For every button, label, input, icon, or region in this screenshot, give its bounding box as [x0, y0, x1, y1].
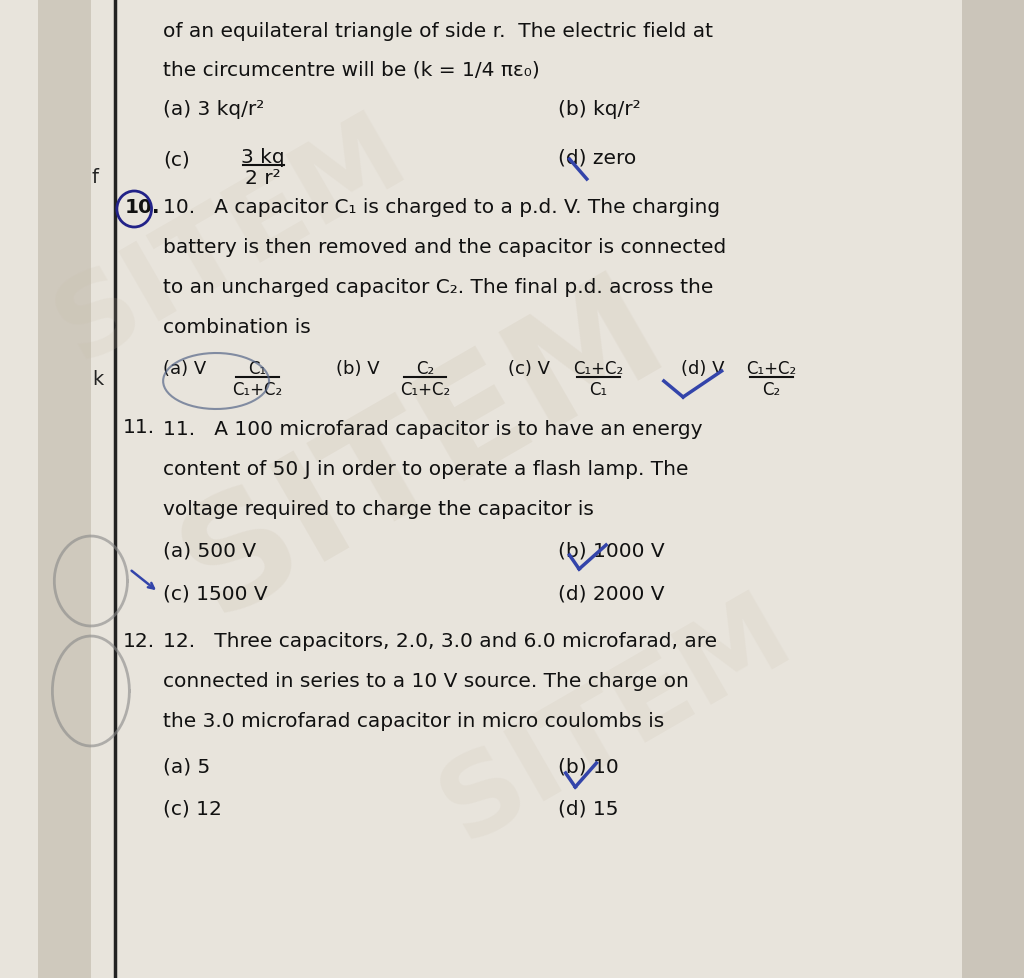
Text: (a) 5: (a) 5 [163, 757, 210, 777]
Text: 11.: 11. [123, 418, 155, 436]
Text: k: k [92, 370, 103, 388]
Text: 12.: 12. [123, 632, 155, 650]
Text: (c) 1500 V: (c) 1500 V [163, 585, 267, 603]
Text: 11.   A 100 microfarad capacitor is to have an energy: 11. A 100 microfarad capacitor is to hav… [163, 420, 702, 438]
Text: (b) V: (b) V [337, 360, 380, 378]
Text: of an equilateral triangle of side r.  The electric field at: of an equilateral triangle of side r. Th… [163, 22, 713, 41]
Text: (a) 3 kq/r²: (a) 3 kq/r² [163, 100, 264, 119]
Bar [963, 0, 1024, 978]
Text: 10.   A capacitor C₁ is charged to a p.d. V. The charging: 10. A capacitor C₁ is charged to a p.d. … [163, 198, 720, 217]
Bar [38, 0, 91, 978]
Text: (d) V: (d) V [681, 360, 725, 378]
Text: 2 r²: 2 r² [246, 169, 281, 188]
Text: 12.   Three capacitors, 2.0, 3.0 and 6.0 microfarad, are: 12. Three capacitors, 2.0, 3.0 and 6.0 m… [163, 632, 717, 650]
Text: (d) 15: (d) 15 [558, 799, 618, 819]
Text: combination is: combination is [163, 318, 311, 336]
Text: (a) V: (a) V [163, 360, 207, 378]
Text: C₁+C₂: C₁+C₂ [573, 360, 624, 378]
Text: 10.: 10. [125, 198, 160, 217]
Text: voltage required to charge the capacitor is: voltage required to charge the capacitor… [163, 500, 594, 518]
Text: C₂: C₂ [763, 380, 781, 399]
Text: (c) V: (c) V [508, 360, 550, 378]
Text: (b) kq/r²: (b) kq/r² [558, 100, 641, 119]
Text: the 3.0 microfarad capacitor in micro coulombs is: the 3.0 microfarad capacitor in micro co… [163, 711, 665, 731]
Text: battery is then removed and the capacitor is connected: battery is then removed and the capacito… [163, 238, 726, 257]
Text: (c) 12: (c) 12 [163, 799, 222, 819]
Text: (d) 2000 V: (d) 2000 V [558, 585, 665, 603]
Text: content of 50 J in order to operate a flash lamp. The: content of 50 J in order to operate a fl… [163, 460, 688, 478]
Text: C₁+C₂: C₁+C₂ [232, 380, 283, 399]
Text: (a) 500 V: (a) 500 V [163, 542, 256, 560]
Text: (b) 1000 V: (b) 1000 V [558, 542, 665, 560]
Text: the circumcentre will be (k = 1/4 πε₀): the circumcentre will be (k = 1/4 πε₀) [163, 60, 540, 79]
Text: SITEM: SITEM [423, 577, 809, 862]
Text: SITEM: SITEM [38, 98, 424, 381]
Text: connected in series to a 10 V source. The charge on: connected in series to a 10 V source. Th… [163, 671, 689, 690]
Text: 3 kq: 3 kq [242, 148, 285, 167]
Text: (d) zero: (d) zero [558, 148, 636, 167]
Text: (c): (c) [163, 150, 189, 169]
Text: C₁+C₂: C₁+C₂ [400, 380, 451, 399]
Text: (b) 10: (b) 10 [558, 757, 618, 777]
Text: to an uncharged capacitor C₂. The final p.d. across the: to an uncharged capacitor C₂. The final … [163, 278, 714, 296]
Text: f: f [92, 168, 99, 187]
Text: SITEM: SITEM [158, 253, 689, 645]
Text: C₁+C₂: C₁+C₂ [746, 360, 797, 378]
Text: C₂: C₂ [416, 360, 434, 378]
Text: C₁: C₁ [249, 360, 266, 378]
Text: C₁: C₁ [589, 380, 607, 399]
